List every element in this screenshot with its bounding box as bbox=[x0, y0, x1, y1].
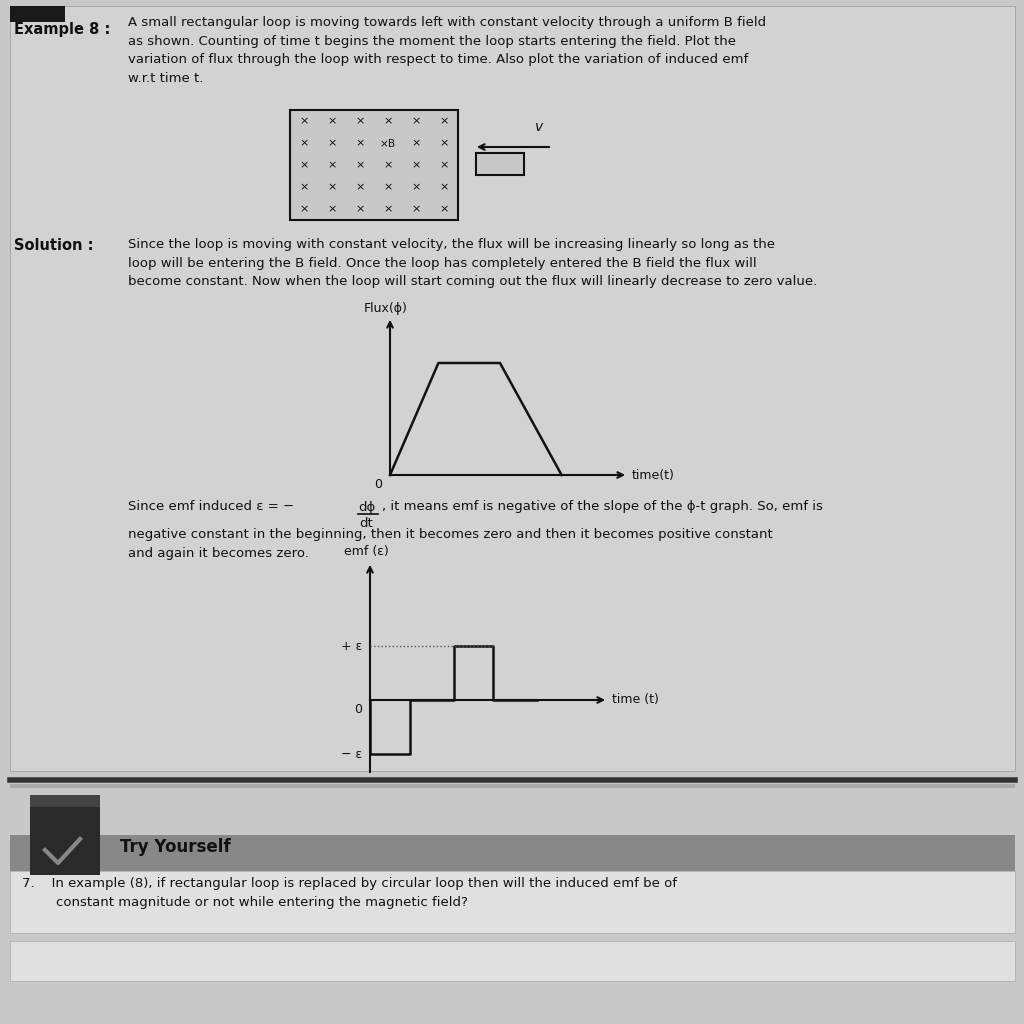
Text: 0: 0 bbox=[354, 703, 362, 716]
Bar bbox=[10, 6, 65, 22]
Text: $\times$: $\times$ bbox=[327, 160, 337, 170]
Text: Example 8 :: Example 8 : bbox=[14, 22, 111, 37]
Text: time (t): time (t) bbox=[612, 693, 658, 707]
Text: negative constant in the beginning, then it becomes zero and then it becomes pos: negative constant in the beginning, then… bbox=[128, 528, 773, 559]
Text: $\times$: $\times$ bbox=[355, 204, 365, 214]
Text: $\times$: $\times$ bbox=[411, 182, 421, 193]
Text: $\times$: $\times$ bbox=[299, 182, 309, 193]
Text: Since emf induced ε = −: Since emf induced ε = − bbox=[128, 500, 294, 513]
Text: Solution :: Solution : bbox=[14, 238, 93, 253]
Text: $\times$B: $\times$B bbox=[380, 137, 396, 150]
Text: 0: 0 bbox=[374, 478, 382, 490]
Bar bbox=[10, 6, 1015, 771]
Bar bbox=[10, 784, 1015, 788]
Text: $\times$: $\times$ bbox=[355, 116, 365, 126]
Text: $\times$: $\times$ bbox=[355, 182, 365, 193]
Text: $\times$: $\times$ bbox=[439, 204, 449, 214]
Bar bbox=[30, 795, 100, 874]
Text: $\times$: $\times$ bbox=[439, 160, 449, 170]
Text: $\times$: $\times$ bbox=[355, 138, 365, 148]
Text: $\times$: $\times$ bbox=[411, 204, 421, 214]
Text: $\times$: $\times$ bbox=[383, 204, 393, 214]
Bar bbox=[30, 795, 100, 807]
Text: $\times$: $\times$ bbox=[383, 182, 393, 193]
Text: $\times$: $\times$ bbox=[383, 116, 393, 126]
Bar bbox=[290, 110, 458, 220]
Text: $\times$: $\times$ bbox=[299, 204, 309, 214]
Text: $\times$: $\times$ bbox=[327, 182, 337, 193]
Bar bbox=[10, 871, 1015, 933]
Text: $\times$: $\times$ bbox=[327, 116, 337, 126]
Text: $\times$: $\times$ bbox=[411, 160, 421, 170]
Text: 7.    In example (8), if rectangular loop is replaced by circular loop then will: 7. In example (8), if rectangular loop i… bbox=[22, 877, 677, 909]
Text: A small rectangular loop is moving towards left with constant velocity through a: A small rectangular loop is moving towar… bbox=[128, 16, 766, 85]
Bar bbox=[10, 835, 1015, 871]
Text: + ε: + ε bbox=[341, 640, 362, 652]
Text: Flux(ϕ): Flux(ϕ) bbox=[365, 302, 408, 315]
Text: $\times$: $\times$ bbox=[411, 116, 421, 126]
Text: dt: dt bbox=[359, 517, 373, 530]
Text: , it means emf is negative of the slope of the ϕ-t graph. So, emf is: , it means emf is negative of the slope … bbox=[382, 500, 823, 513]
Text: $\times$: $\times$ bbox=[327, 204, 337, 214]
Text: − ε: − ε bbox=[341, 748, 362, 761]
Bar bbox=[476, 153, 524, 175]
Text: dϕ: dϕ bbox=[358, 501, 375, 514]
Bar bbox=[10, 941, 1015, 981]
Text: Since the loop is moving with constant velocity, the flux will be increasing lin: Since the loop is moving with constant v… bbox=[128, 238, 817, 288]
Text: $\times$: $\times$ bbox=[299, 160, 309, 170]
Text: $\times$: $\times$ bbox=[299, 116, 309, 126]
Text: $\times$: $\times$ bbox=[299, 138, 309, 148]
Text: emf (ε): emf (ε) bbox=[344, 545, 388, 558]
Text: time(t): time(t) bbox=[632, 469, 675, 481]
Text: $\times$: $\times$ bbox=[439, 116, 449, 126]
Text: $\times$: $\times$ bbox=[411, 138, 421, 148]
Text: Try Yourself: Try Yourself bbox=[120, 838, 230, 856]
Text: $\times$: $\times$ bbox=[327, 138, 337, 148]
Text: $\times$: $\times$ bbox=[439, 182, 449, 193]
Text: $\times$: $\times$ bbox=[439, 138, 449, 148]
Text: $\times$: $\times$ bbox=[383, 160, 393, 170]
Text: $\times$: $\times$ bbox=[355, 160, 365, 170]
Text: v: v bbox=[535, 120, 543, 134]
